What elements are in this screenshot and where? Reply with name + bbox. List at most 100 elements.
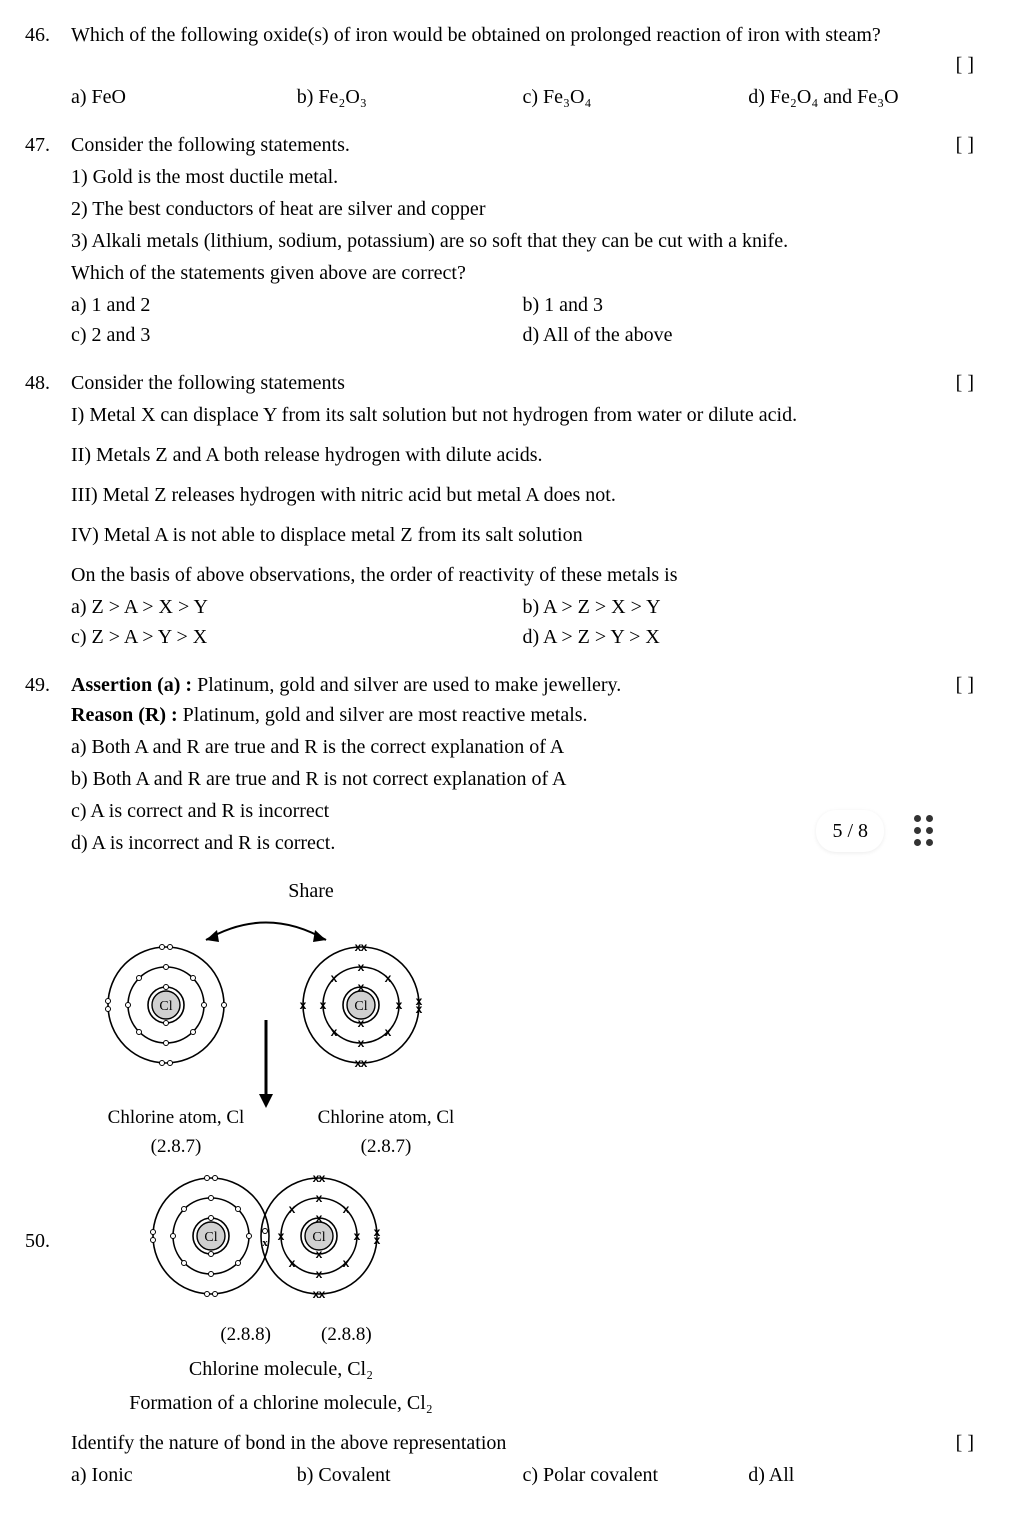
question-number: 49. <box>25 670 71 700</box>
answer-bracket: [ ] <box>956 368 974 398</box>
question-number: 46. <box>25 20 71 50</box>
answer-bracket: [ ] <box>956 670 974 700</box>
option-a[interactable]: a) Z > A > X > Y <box>71 592 523 622</box>
mol-config1: (2.8.8) <box>220 1321 271 1350</box>
option-a[interactable]: a) Both A and R are true and R is the co… <box>71 732 974 762</box>
page-indicator: 5 / 8 <box>816 810 934 852</box>
option-b[interactable]: b) Fe₂O₃ <box>297 82 523 112</box>
svg-text:x: x <box>343 1256 350 1270</box>
svg-text:x: x <box>358 980 365 994</box>
svg-text:x: x <box>385 1025 392 1039</box>
statement-1: I) Metal X can displace Y from its salt … <box>71 400 974 430</box>
statement-5: On the basis of above observations, the … <box>71 560 974 590</box>
svg-text:x: x <box>300 998 307 1012</box>
option-c[interactable]: c) 2 and 3 <box>71 320 523 350</box>
svg-text:x: x <box>319 1171 326 1185</box>
svg-text:x: x <box>331 1025 338 1039</box>
question-50: Share Cl <box>25 876 974 1490</box>
svg-text:Cl: Cl <box>159 999 172 1014</box>
question-49: 49. Assertion (a) : Platinum, gold and s… <box>25 670 974 858</box>
svg-text:x: x <box>358 1036 365 1050</box>
assertion-text: Platinum, gold and silver are used to ma… <box>197 674 621 696</box>
svg-text:x: x <box>361 1056 368 1070</box>
question-46: 46. Which of the following oxide(s) of i… <box>25 20 974 112</box>
options-row: a) Ionic b) Covalent c) Polar covalent d… <box>71 1460 974 1490</box>
option-d[interactable]: d) All of the above <box>523 320 975 350</box>
statement-2: 2) The best conductors of heat are silve… <box>71 194 974 224</box>
svg-text:x: x <box>361 940 368 954</box>
svg-text:x: x <box>316 1191 323 1205</box>
page-number: 5 / 8 <box>816 810 884 852</box>
svg-text:x: x <box>262 1237 268 1249</box>
statement-4: IV) Metal A is not able to displace meta… <box>71 520 974 550</box>
question-text: Which of the following oxide(s) of iron … <box>71 20 974 50</box>
svg-text:x: x <box>358 960 365 974</box>
svg-text:x: x <box>289 1256 296 1270</box>
option-d[interactable]: d) A is incorrect and R is correct. <box>71 828 335 858</box>
mol-config2: (2.8.8) <box>321 1321 372 1350</box>
reason-text: Platinum, gold and silver are most react… <box>183 704 588 726</box>
svg-text:Cl: Cl <box>312 1230 325 1245</box>
option-b[interactable]: b) Covalent <box>297 1460 523 1490</box>
atom1-config: (2.8.7) <box>108 1133 245 1162</box>
options-grid: a) 1 and 2 b) 1 and 3 c) 2 and 3 d) All … <box>71 290 974 350</box>
option-b[interactable]: b) Both A and R are true and R is not co… <box>71 764 974 794</box>
question-text: Consider the following statements <box>71 368 956 398</box>
svg-text:x: x <box>385 971 392 985</box>
question-number: 50. <box>25 1226 71 1256</box>
option-b[interactable]: b) A > Z > X > Y <box>523 592 975 622</box>
share-label: Share <box>131 876 491 906</box>
reason-line: Reason (R) : Platinum, gold and silver a… <box>71 700 974 730</box>
svg-text:Cl: Cl <box>204 1230 217 1245</box>
atom1-label: Chlorine atom, Cl <box>108 1104 245 1133</box>
answer-bracket: [ ] <box>956 1428 974 1458</box>
options-grid: a) Z > A > X > Y b) A > Z > X > Y c) Z >… <box>71 592 974 652</box>
atom2-config: (2.8.7) <box>318 1133 455 1162</box>
assertion-line: Assertion (a) : Platinum, gold and silve… <box>71 670 956 700</box>
question-47: 47. Consider the following statements. [… <box>25 130 974 350</box>
svg-text:x: x <box>320 998 327 1012</box>
option-a[interactable]: a) FeO <box>71 82 297 112</box>
svg-text:x: x <box>316 1247 323 1261</box>
question-48: 48. Consider the following statements [ … <box>25 368 974 652</box>
answer-bracket: [ ] <box>956 54 974 76</box>
statement-1: 1) Gold is the most ductile metal. <box>71 162 974 192</box>
svg-text:x: x <box>354 1229 361 1243</box>
option-c[interactable]: c) Fe₃O₄ <box>523 82 749 112</box>
svg-text:x: x <box>416 1002 423 1016</box>
svg-text:x: x <box>396 998 403 1012</box>
options-row: a) FeO b) Fe₂O₃ c) Fe₃O₄ d) Fe₂O₄ and Fe… <box>71 82 974 112</box>
option-c[interactable]: c) Polar covalent <box>523 1460 749 1490</box>
svg-text:x: x <box>343 1202 350 1216</box>
question-text: Identify the nature of bond in the above… <box>71 1428 956 1458</box>
svg-text:x: x <box>358 1016 365 1030</box>
menu-dots-icon[interactable] <box>914 815 934 847</box>
chlorine-atoms-svg: Cl <box>71 910 491 1110</box>
assertion-label: Assertion (a) : <box>71 674 197 696</box>
statement-3: 3) Alkali metals (lithium, sodium, potas… <box>71 226 974 256</box>
question-number: 48. <box>25 368 71 398</box>
statement-2: II) Metals Z and A both release hydrogen… <box>71 440 974 470</box>
answer-bracket: [ ] <box>956 130 974 160</box>
option-d[interactable]: d) A > Z > Y > X <box>523 622 975 652</box>
option-a[interactable]: a) 1 and 2 <box>71 290 523 320</box>
option-b[interactable]: b) 1 and 3 <box>523 290 975 320</box>
chlorine-molecule-svg: Cl x Cl <box>91 1161 471 1321</box>
question-number: 47. <box>25 130 71 160</box>
svg-text:x: x <box>289 1202 296 1216</box>
statement-4: Which of the statements given above are … <box>71 258 974 288</box>
svg-text:x: x <box>331 971 338 985</box>
svg-text:x: x <box>374 1233 381 1247</box>
statement-3: III) Metal Z releases hydrogen with nitr… <box>71 480 974 510</box>
molecule-label: Chlorine molecule, Cl₂ <box>71 1354 491 1384</box>
option-d[interactable]: d) Fe₂O₄ and Fe₃O <box>748 82 974 112</box>
question-text: Consider the following statements. <box>71 130 956 160</box>
option-a[interactable]: a) Ionic <box>71 1460 297 1490</box>
option-d[interactable]: d) All <box>748 1460 974 1490</box>
svg-text:x: x <box>316 1267 323 1281</box>
svg-text:x: x <box>316 1211 323 1225</box>
svg-text:x: x <box>319 1287 326 1301</box>
option-c[interactable]: c) Z > A > Y > X <box>71 622 523 652</box>
atom2-label: Chlorine atom, Cl <box>318 1104 455 1133</box>
diagram-caption: Formation of a chlorine molecule, Cl₂ <box>71 1388 491 1418</box>
